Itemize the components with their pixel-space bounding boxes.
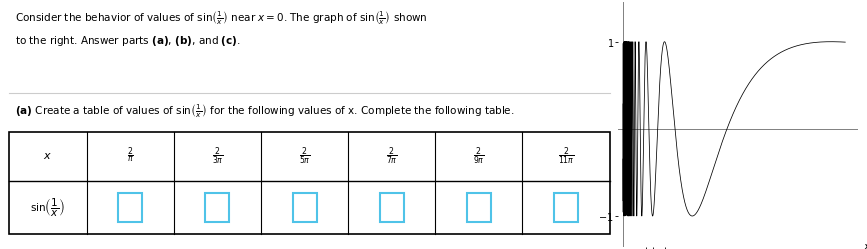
Text: $\frac{2}{5\pi}$: $\frac{2}{5\pi}$ xyxy=(299,145,310,167)
Text: $\mathbf{(a)}$ Create a table of values of sin$\left(\frac{1}{x}\right)$ for the: $\mathbf{(a)}$ Create a table of values … xyxy=(15,103,514,120)
Text: $\frac{2}{\pi}$: $\frac{2}{\pi}$ xyxy=(127,146,134,166)
FancyBboxPatch shape xyxy=(9,132,610,234)
Text: to the right. Answer parts $\mathbf{(a)}$, $\mathbf{(b)}$, and $\mathbf{(c)}$.: to the right. Answer parts $\mathbf{(a)}… xyxy=(15,34,240,48)
Text: $\frac{2}{11\pi}$: $\frac{2}{11\pi}$ xyxy=(557,145,574,167)
Text: $x$: $x$ xyxy=(43,151,52,161)
Text: Consider the behavior of values of sin$\left(\frac{1}{x}\right)$ near $x=0$. The: Consider the behavior of values of sin$\… xyxy=(15,10,427,27)
FancyBboxPatch shape xyxy=(380,193,404,222)
FancyBboxPatch shape xyxy=(466,193,491,222)
FancyBboxPatch shape xyxy=(554,193,578,222)
FancyBboxPatch shape xyxy=(292,193,316,222)
Text: $\sin\!\left(\dfrac{1}{x}\right)$: $\sin\!\left(\dfrac{1}{x}\right)$ xyxy=(30,196,65,218)
FancyBboxPatch shape xyxy=(205,193,230,222)
Text: $\frac{2}{9\pi}$: $\frac{2}{9\pi}$ xyxy=(473,145,485,167)
Text: $\frac{2}{3\pi}$: $\frac{2}{3\pi}$ xyxy=(212,145,224,167)
Text: $\frac{2}{7\pi}$: $\frac{2}{7\pi}$ xyxy=(386,145,398,167)
FancyBboxPatch shape xyxy=(118,193,142,222)
Text: $x$: $x$ xyxy=(864,242,867,249)
